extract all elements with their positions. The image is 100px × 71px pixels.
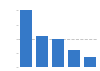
Bar [68,50,80,67]
Bar [84,57,96,67]
Bar [52,39,64,67]
Bar [36,36,48,67]
Bar [20,10,32,67]
